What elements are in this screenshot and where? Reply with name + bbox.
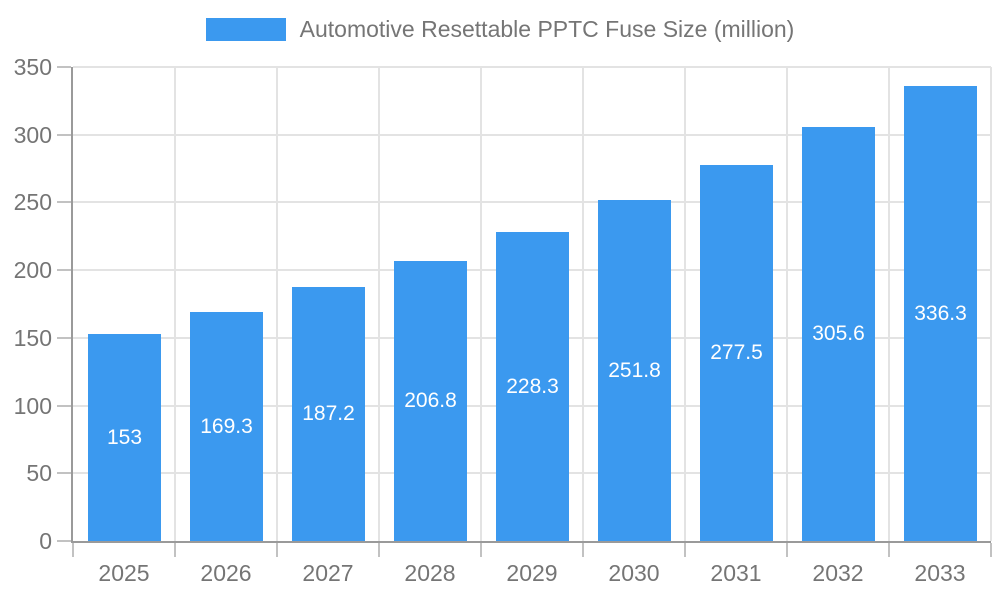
grid-line-v: [582, 67, 584, 541]
y-axis-line: [71, 67, 73, 541]
y-tick: [57, 201, 71, 203]
x-tick: [990, 543, 992, 557]
x-tick-label: 2027: [302, 560, 354, 586]
bar[interactable]: 206.8: [394, 261, 467, 541]
grid-line-v: [786, 67, 788, 541]
bar[interactable]: 277.5: [700, 165, 773, 541]
x-tick: [276, 543, 278, 557]
grid-line-v: [174, 67, 176, 541]
legend-swatch: [205, 17, 286, 41]
x-tick: [786, 543, 788, 557]
x-tick: [684, 543, 686, 557]
bar[interactable]: 187.2: [292, 287, 365, 541]
y-tick-label: 350: [13, 54, 52, 80]
x-tick-label: 2025: [98, 560, 150, 586]
y-tick-label: 200: [13, 257, 52, 283]
bar-value-label: 153: [106, 426, 143, 449]
y-tick-label: 150: [13, 325, 52, 351]
x-tick-label: 2026: [200, 560, 252, 586]
y-tick-label: 300: [13, 122, 52, 148]
grid-line-h: [73, 134, 991, 136]
x-tick-label: 2029: [506, 560, 558, 586]
x-tick-label: 2033: [914, 560, 966, 586]
bar-value-label: 206.8: [404, 389, 457, 412]
y-tick: [57, 337, 71, 339]
grid-line-v: [276, 67, 278, 541]
bar-value-label: 277.5: [710, 341, 763, 364]
x-tick-label: 2030: [608, 560, 660, 586]
bar[interactable]: 169.3: [190, 312, 263, 541]
grid-line-v: [378, 67, 380, 541]
y-tick: [57, 405, 71, 407]
grid-line-v: [888, 67, 890, 541]
y-tick: [57, 134, 71, 136]
x-tick: [378, 543, 380, 557]
x-tick: [888, 543, 890, 557]
bar-value-label: 228.3: [506, 375, 559, 398]
y-tick-label: 100: [13, 393, 52, 419]
x-tick: [480, 543, 482, 557]
y-tick: [57, 66, 71, 68]
plot-area: 0 50 100 150 200 250 300 350 153 2025 169.3 2026 187…: [14, 54, 992, 586]
bar[interactable]: 305.6: [802, 127, 875, 541]
bar-value-label: 336.3: [914, 302, 967, 325]
x-tick: [72, 543, 74, 557]
bar-value-label: 187.2: [302, 402, 355, 425]
grid-line-h: [73, 201, 991, 203]
x-tick-label: 2028: [404, 560, 456, 586]
bar[interactable]: 336.3: [904, 86, 977, 541]
grid-line-v: [684, 67, 686, 541]
y-tick-label: 0: [39, 528, 52, 554]
bar[interactable]: 251.8: [598, 200, 671, 541]
bar[interactable]: 153: [88, 334, 161, 541]
x-tick-label: 2032: [812, 560, 864, 586]
bar-value-label: 305.6: [812, 322, 865, 345]
bar[interactable]: 228.3: [496, 232, 569, 541]
bar-value-label: 251.8: [608, 359, 661, 382]
y-tick-label: 50: [26, 460, 52, 486]
chart-legend[interactable]: Automotive Resettable PPTC Fuse Size (mi…: [0, 15, 1000, 43]
x-tick: [582, 543, 584, 557]
legend-label: Automotive Resettable PPTC Fuse Size (mi…: [299, 15, 795, 42]
grid-line-v: [480, 67, 482, 541]
y-tick: [57, 269, 71, 271]
y-tick-label: 250: [13, 189, 52, 215]
x-axis-line: [71, 541, 991, 543]
grid-line-v: [990, 67, 992, 541]
x-tick-label: 2031: [710, 560, 762, 586]
bar-value-label: 169.3: [200, 415, 253, 438]
y-tick: [57, 540, 71, 542]
y-tick: [57, 472, 71, 474]
grid-line-h: [73, 66, 991, 68]
x-tick: [174, 543, 176, 557]
